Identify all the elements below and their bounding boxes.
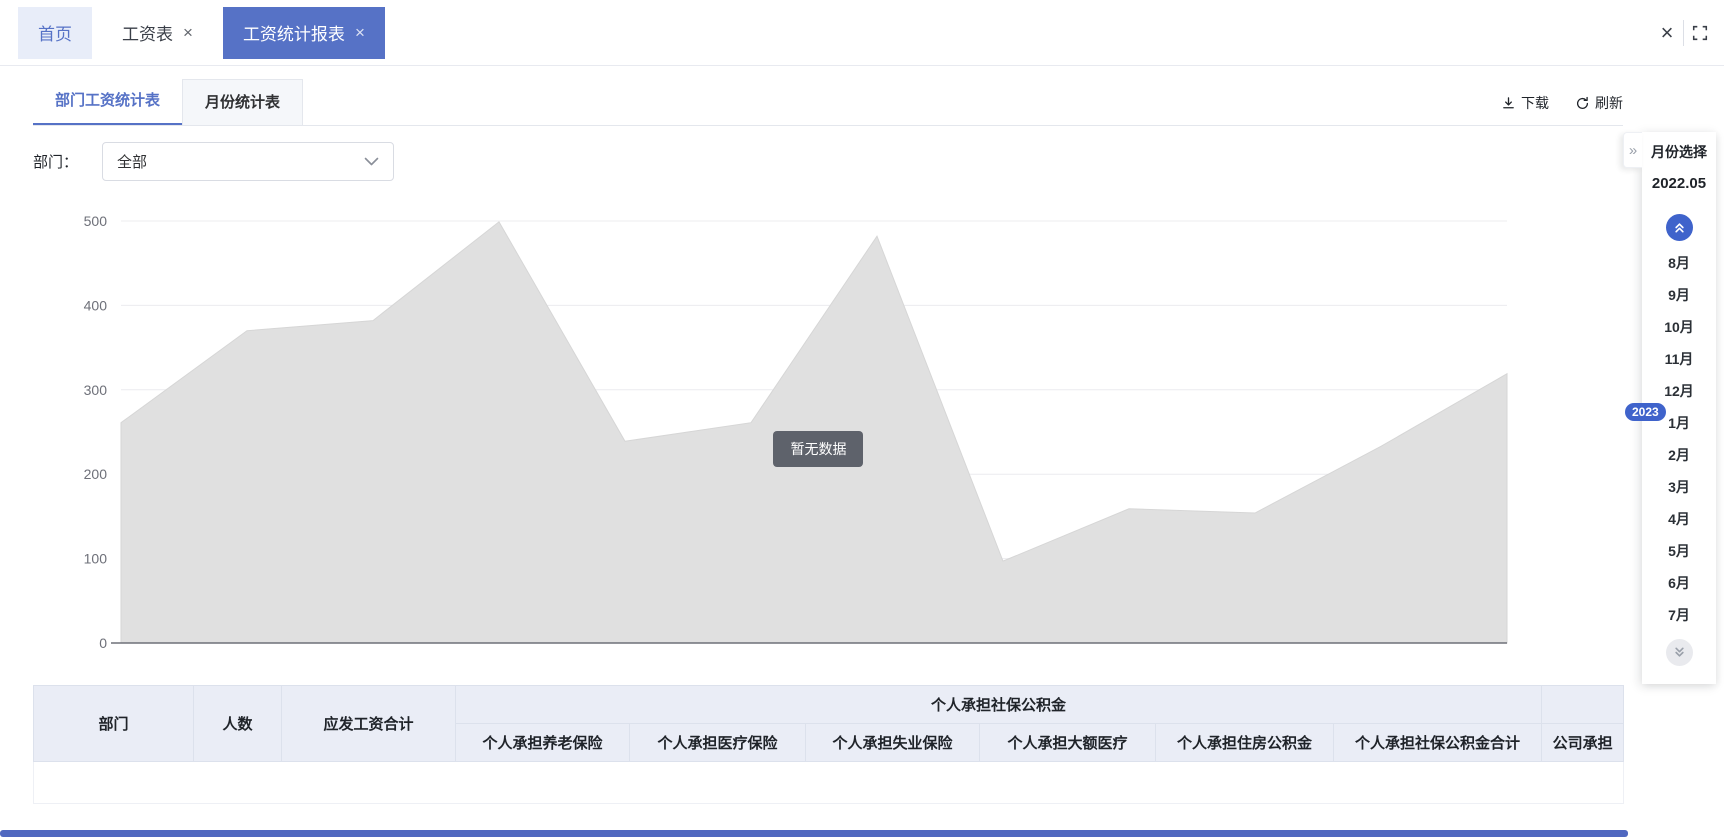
month-item[interactable]: 11月 [1664, 351, 1694, 367]
month-item[interactable]: 2月 [1668, 447, 1690, 463]
col-header-personal-unemployment: 个人承担失业保险 [805, 723, 980, 762]
refresh-icon [1577, 96, 1589, 109]
month-item[interactable]: 3月 [1668, 479, 1690, 495]
svg-text:300: 300 [84, 382, 108, 398]
svg-text:100: 100 [84, 551, 108, 567]
filter-row: 部门： 全部 [33, 142, 1724, 181]
tab-salary-sheet[interactable]: 工资表 × [102, 6, 213, 59]
top-tab-bar: 首页 工资表 × 工资统计报表 × × [0, 0, 1724, 66]
double-chevron-down-icon [1674, 647, 1684, 657]
download-label: 下载 [1521, 95, 1549, 111]
month-item[interactable]: 6月 [1668, 575, 1690, 591]
fullscreen-button[interactable] [1684, 0, 1716, 66]
tab-close-icon[interactable]: × [183, 23, 193, 42]
department-filter-label: 部门： [33, 154, 79, 171]
window-controls: × [1651, 0, 1716, 66]
month-item[interactable]: 12月 [1664, 383, 1694, 399]
month-picker-title: 月份选择 [1651, 144, 1707, 160]
col-header-headcount: 人数 [193, 685, 282, 762]
report-subtabs: 部门工资统计表 月份统计表 下载 刷新 [33, 79, 1623, 126]
month-item[interactable]: 8月 [1668, 255, 1690, 271]
group-header-personal: 个人承担社保公积金 [454, 685, 1543, 724]
table-header-row-1: 部门 人数 应发工资合计 个人承担社保公积金 [33, 685, 1625, 762]
tab-salary-report-active[interactable]: 工资统计报表 × [222, 6, 385, 59]
group-header-company-clipped [1541, 685, 1625, 724]
tab-close-icon[interactable]: × [354, 23, 365, 42]
month-item[interactable]: 4月 [1668, 511, 1690, 527]
tab-salary-sheet-label: 工资表 [122, 25, 173, 44]
chevron-right-double-icon: » [1628, 141, 1638, 159]
chevron-down-icon [364, 157, 379, 166]
chart-actions: 下载 刷新 [1501, 93, 1623, 125]
svg-text:400: 400 [84, 297, 108, 313]
col-header-gross-total: 应发工资合计 [281, 685, 456, 762]
table-header-row-2: 个人承担养老保险 个人承担医疗保险 个人承担失业保险 个人承担大额医疗 个人承担… [34, 723, 1625, 762]
col-header-personal-pension: 个人承担养老保险 [455, 723, 630, 762]
col-header-personal-total: 个人承担社保公积金合计 [1332, 723, 1543, 762]
scroll-down-button[interactable] [1665, 639, 1693, 666]
month-item[interactable]: 5月 [1668, 543, 1690, 559]
collapse-panel-button[interactable]: » [1623, 132, 1642, 168]
month-item[interactable]: 7月 [1668, 607, 1690, 623]
col-header-personal-medical: 个人承担医疗保险 [629, 723, 806, 762]
area-chart: 0 100 200 300 400 500 暂无数据 [33, 195, 1623, 675]
month-item[interactable]: 9月 [1668, 287, 1690, 303]
department-select-value: 全部 [117, 154, 148, 171]
year-badge: 2023 [1625, 403, 1666, 421]
month-item[interactable]: 10月 [1664, 319, 1694, 335]
department-select[interactable]: 全部 [102, 142, 395, 181]
month-list: 8月 9月 10月 11月 12月 1月 2月 3月 4月 5月 6月 7月 [1664, 247, 1694, 631]
table-empty-row [32, 761, 1625, 804]
svg-text:0: 0 [99, 635, 107, 651]
fullscreen-icon [1692, 25, 1708, 41]
tab-home[interactable]: 首页 [18, 6, 92, 59]
col-header-personal-major-medical: 个人承担大额医疗 [979, 723, 1156, 762]
month-item[interactable]: 1月 [1668, 415, 1690, 431]
no-data-tooltip: 暂无数据 [773, 431, 864, 468]
close-icon: × [1660, 20, 1674, 45]
subtab-month-stats[interactable]: 月份统计表 [182, 79, 304, 125]
month-picker-panel: » 月份选择 2022.05 8月 9月 10月 11月 12月 1月 2月 3月 4月 5月 6月… [1623, 132, 1716, 684]
col-header-company-clipped: 公司承担 [1541, 723, 1625, 762]
divider [1683, 20, 1684, 46]
table-empty-cell [32, 761, 1625, 804]
refresh-label: 刷新 [1595, 95, 1623, 111]
download-button[interactable]: 下载 [1501, 93, 1549, 113]
subtab-department-stats[interactable]: 部门工资统计表 [33, 79, 183, 125]
scroll-up-button[interactable] [1665, 214, 1693, 241]
close-window-button[interactable]: × [1651, 0, 1683, 66]
summary-table: 部门 人数 应发工资合计 个人承担社保公积金 个人承担养老保险 个人承担医疗保险… [32, 685, 1625, 804]
download-icon [1503, 96, 1514, 108]
current-month-value: 2022.05 [1651, 175, 1707, 192]
refresh-button[interactable]: 刷新 [1575, 93, 1623, 113]
col-header-personal-housing-fund: 个人承担住房公积金 [1155, 723, 1334, 762]
tab-salary-report-label: 工资统计报表 [242, 25, 345, 44]
tab-home-label: 首页 [38, 25, 72, 44]
col-header-department: 部门 [33, 685, 194, 762]
horizontal-scrollbar[interactable] [0, 830, 1628, 837]
main-content: 部门工资统计表 月份统计表 下载 刷新 部门： 全部 [0, 66, 1724, 804]
svg-text:200: 200 [84, 466, 108, 482]
double-chevron-up-icon [1674, 223, 1684, 233]
svg-text:500: 500 [84, 213, 108, 229]
